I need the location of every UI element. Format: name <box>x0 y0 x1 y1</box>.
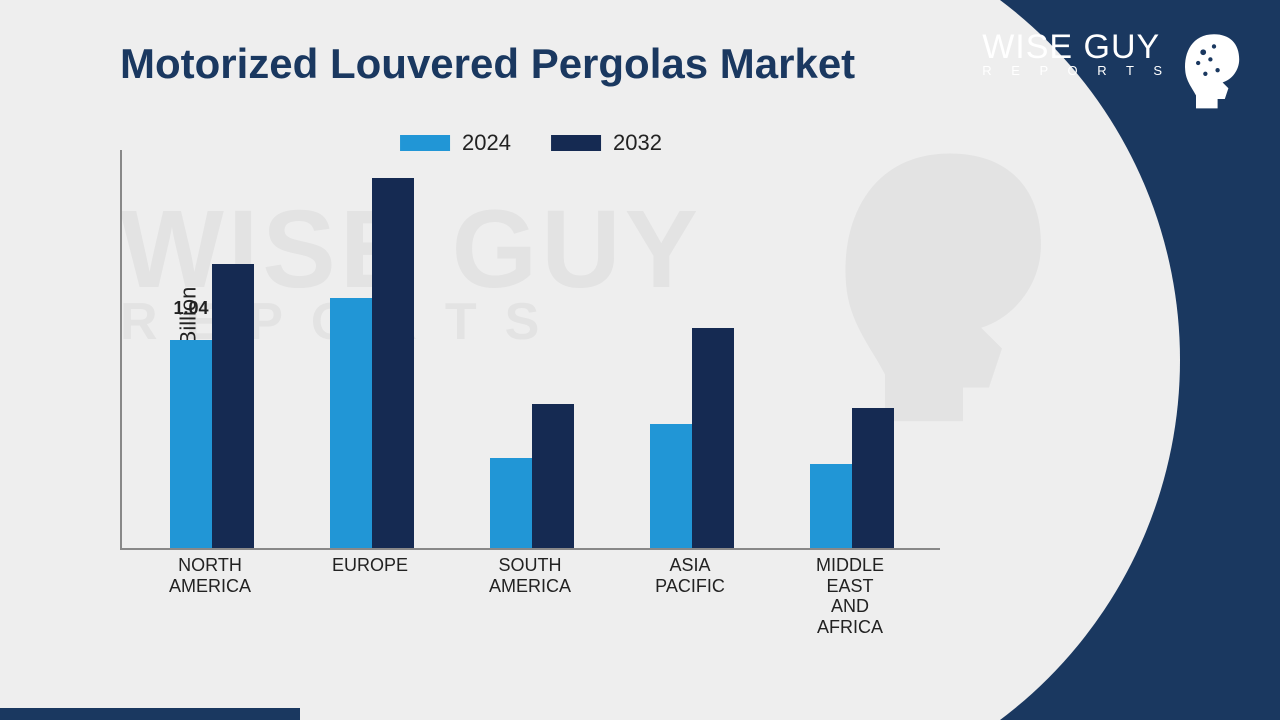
x-axis-label: SOUTHAMERICA <box>470 555 590 596</box>
x-axis-label: NORTHAMERICA <box>150 555 270 596</box>
brand-name: WISE GUY <box>982 28 1170 67</box>
x-axis-label: ASIAPACIFIC <box>630 555 750 596</box>
legend-label-2024: 2024 <box>462 130 511 156</box>
bar-2032 <box>692 328 734 548</box>
x-axis-label: EUROPE <box>310 555 430 576</box>
chart-stage: Motorized Louvered Pergolas Market WISE … <box>0 0 1280 720</box>
bar-2032 <box>852 408 894 548</box>
bottom-accent-bar <box>0 708 300 720</box>
legend-label-2032: 2032 <box>613 130 662 156</box>
legend-swatch-2032 <box>551 135 601 151</box>
bar-2032 <box>212 264 254 548</box>
bar-2024 <box>650 424 692 548</box>
x-axis-label: MIDDLEEASTANDAFRICA <box>790 555 910 638</box>
bar-2032 <box>532 404 574 548</box>
bar-value-label: 1.04 <box>173 298 208 319</box>
bar-2032 <box>372 178 414 548</box>
bar-2024 <box>330 298 372 548</box>
bar-2024 <box>810 464 852 548</box>
legend-swatch-2024 <box>400 135 450 151</box>
brand-logo: WISE GUY R E P O R T S <box>982 28 1170 78</box>
bar-2024 <box>490 458 532 548</box>
legend-item-2024: 2024 <box>400 130 511 156</box>
brand-subtitle: R E P O R T S <box>982 63 1170 78</box>
legend-item-2032: 2032 <box>551 130 662 156</box>
chart-legend: 2024 2032 <box>400 130 662 156</box>
plot-area: 2024 2032 1.04 <box>120 150 940 550</box>
bar-2024 <box>170 340 212 548</box>
logo-head-icon <box>1178 30 1250 114</box>
chart-title: Motorized Louvered Pergolas Market <box>120 40 855 88</box>
chart-area: Market Size in USD Billion 2024 2032 1.0… <box>60 150 940 680</box>
